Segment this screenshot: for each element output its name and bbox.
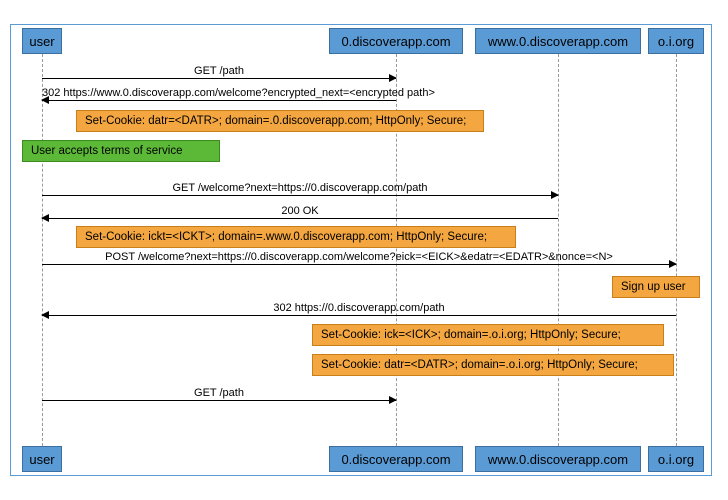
- note-5: Set-Cookie: datr=<DATR>; domain=.o.i.org…: [312, 354, 674, 376]
- note-0: Set-Cookie: datr=<DATR>; domain=.0.disco…: [76, 110, 484, 132]
- message-label: POST /welcome?next=https://0.discoverapp…: [42, 251, 676, 263]
- note-3: Sign up user: [612, 276, 700, 298]
- message-6: GET /path: [42, 400, 396, 401]
- message-5: 302 https://0.discoverapp.com/path: [42, 315, 676, 316]
- participant-wwwo: www.0.discoverapp.com: [475, 28, 641, 54]
- note-2: Set-Cookie: ickt=<ICKT>; domain=.www.0.d…: [76, 226, 516, 248]
- lifeline-wwwo: [558, 54, 559, 446]
- note-1: User accepts terms of service: [22, 140, 220, 162]
- message-4: POST /welcome?next=https://0.discoverapp…: [42, 264, 676, 265]
- participant-user: user: [22, 446, 62, 472]
- message-label: GET /path: [42, 65, 396, 77]
- participant-oi: o.i.org: [648, 28, 704, 54]
- message-label: GET /path: [42, 387, 396, 399]
- message-0: GET /path: [42, 78, 396, 79]
- lifeline-oi: [676, 54, 677, 446]
- message-label: 302 https://0.discoverapp.com/path: [42, 302, 676, 314]
- message-1: 302 https://www.0.discoverapp.com/welcom…: [42, 100, 396, 101]
- note-4: Set-Cookie: ick=<ICK>; domain=.o.i.org; …: [312, 324, 664, 346]
- message-label: 200 OK: [42, 205, 558, 217]
- message-label: 302 https://www.0.discoverapp.com/welcom…: [42, 87, 396, 99]
- participant-user: user: [22, 28, 62, 54]
- message-3: 200 OK: [42, 218, 558, 219]
- message-2: GET /welcome?next=https://0.discoverapp.…: [42, 195, 558, 196]
- participant-oi: o.i.org: [648, 446, 704, 472]
- participant-odisc: 0.discoverapp.com: [329, 446, 463, 472]
- message-label: GET /welcome?next=https://0.discoverapp.…: [42, 182, 558, 194]
- sequence-diagram: user 0.discoverapp.com www.0.discoverapp.c…: [0, 0, 728, 500]
- participant-odisc: 0.discoverapp.com: [329, 28, 463, 54]
- participant-wwwo: www.0.discoverapp.com: [475, 446, 641, 472]
